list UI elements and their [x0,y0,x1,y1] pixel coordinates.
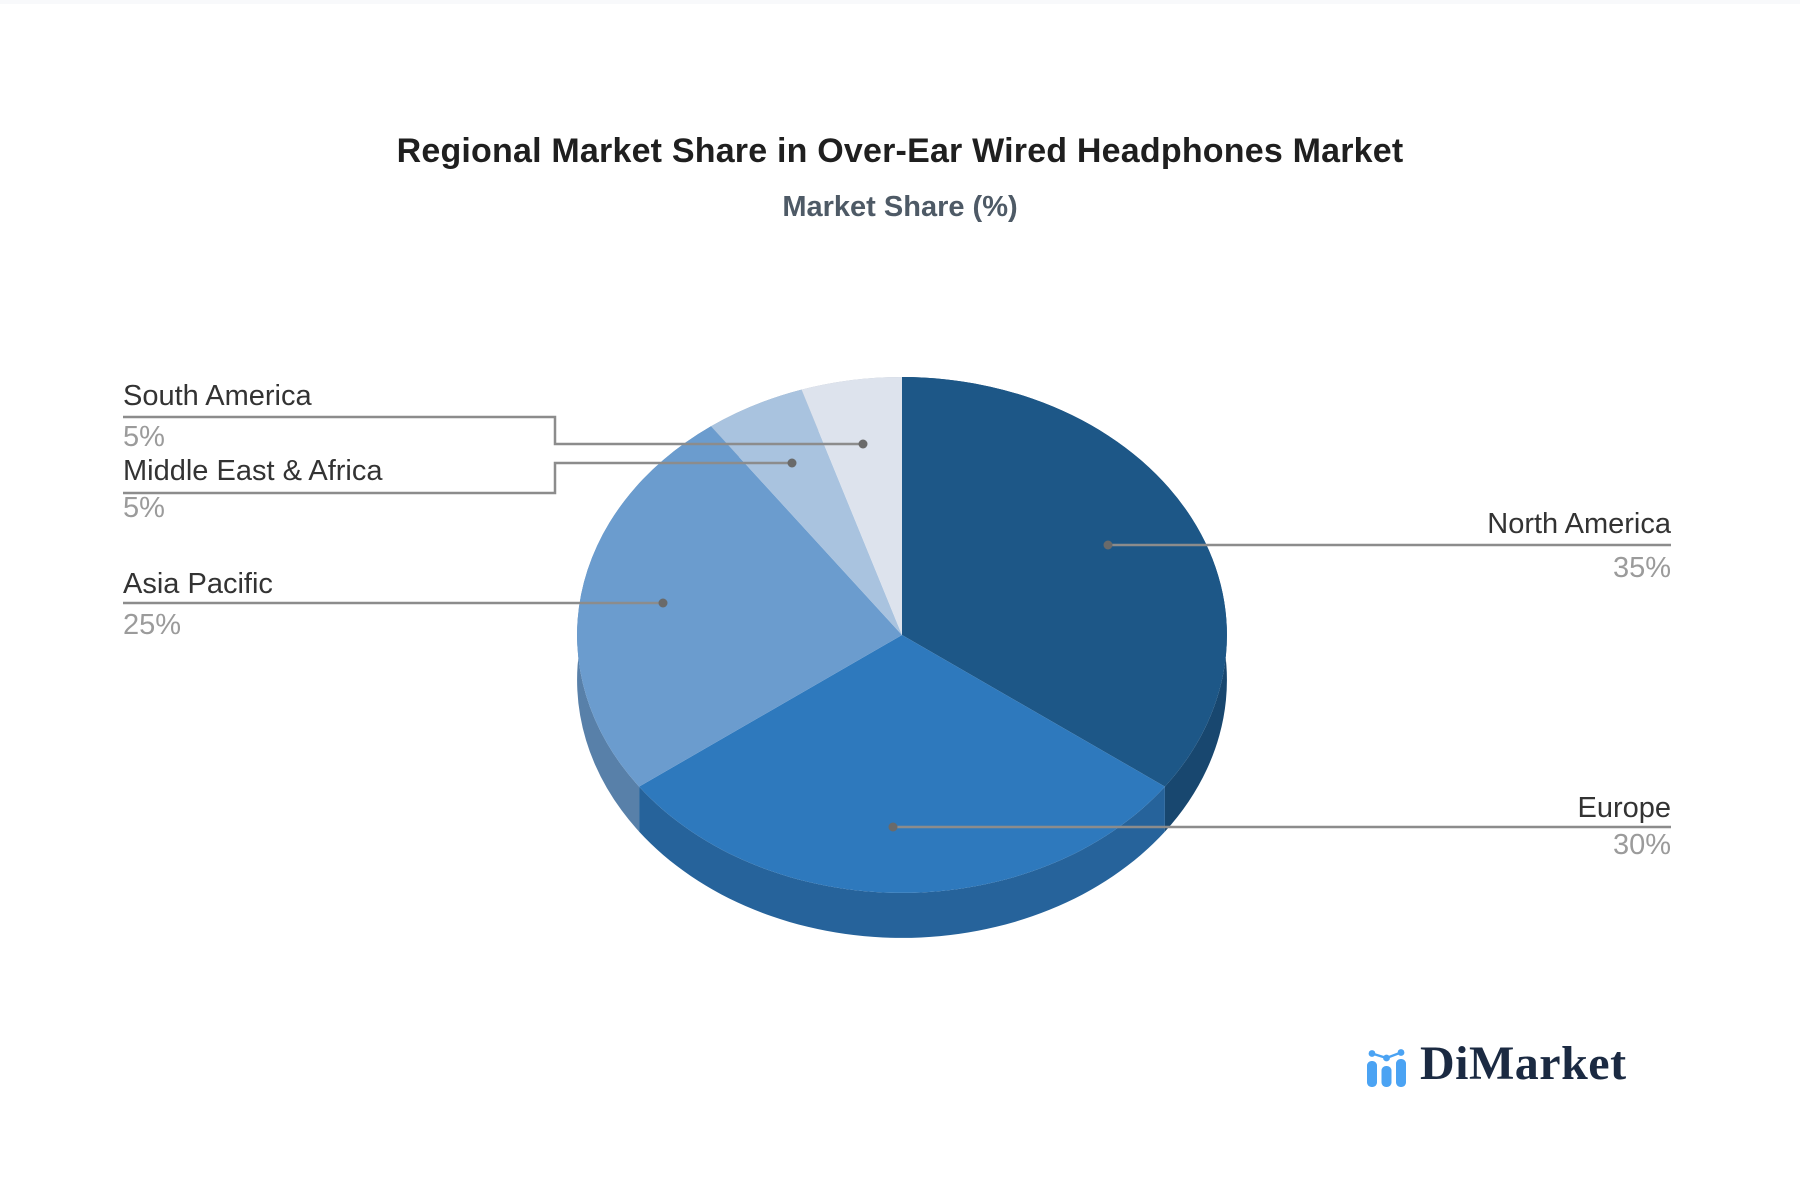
label-dot-north-america [1103,540,1113,550]
label-europe: Europe [1577,792,1671,824]
value-europe: 30% [1612,829,1671,861]
label-north-america: North America [1487,508,1671,540]
pie-slice-europe[interactable] [639,635,1165,893]
value-asia-pacific: 25% [123,609,182,641]
value-south-america: 5% [123,421,165,453]
label-middle-east-africa: Middle East & Africa [123,455,383,487]
pie-slice-depth-europe [639,786,1165,938]
pie-slice-north-america[interactable] [902,377,1227,787]
brand-wordmark: DiMarket [1420,1037,1627,1090]
chart-title: Regional Market Share in Over-Ear Wired … [396,132,1404,170]
value-north-america: 35% [1612,552,1671,584]
label-dot-asia-pacific [658,598,668,608]
label-asia-pacific: Asia Pacific [123,568,273,600]
top-strip [0,0,1800,4]
value-middle-east-africa: 5% [123,492,165,524]
label-line-middle-east-africa [123,461,792,495]
pie-slice-middle-east-africa[interactable] [711,389,902,635]
label-dot-europe [888,822,898,832]
brand-logo: DiMarket [1367,1040,1627,1088]
pie-slice-asia-pacific[interactable] [577,426,902,787]
label-line-south-america [123,415,863,446]
chart-subtitle: Market Share (%) [782,191,1018,223]
label-dot-middle-east-africa [787,458,797,468]
label-south-america: South America [123,380,312,412]
brand-chart-icon [1367,1049,1406,1087]
pie-slice-south-america[interactable] [801,377,902,635]
label-dot-south-america [858,439,868,449]
